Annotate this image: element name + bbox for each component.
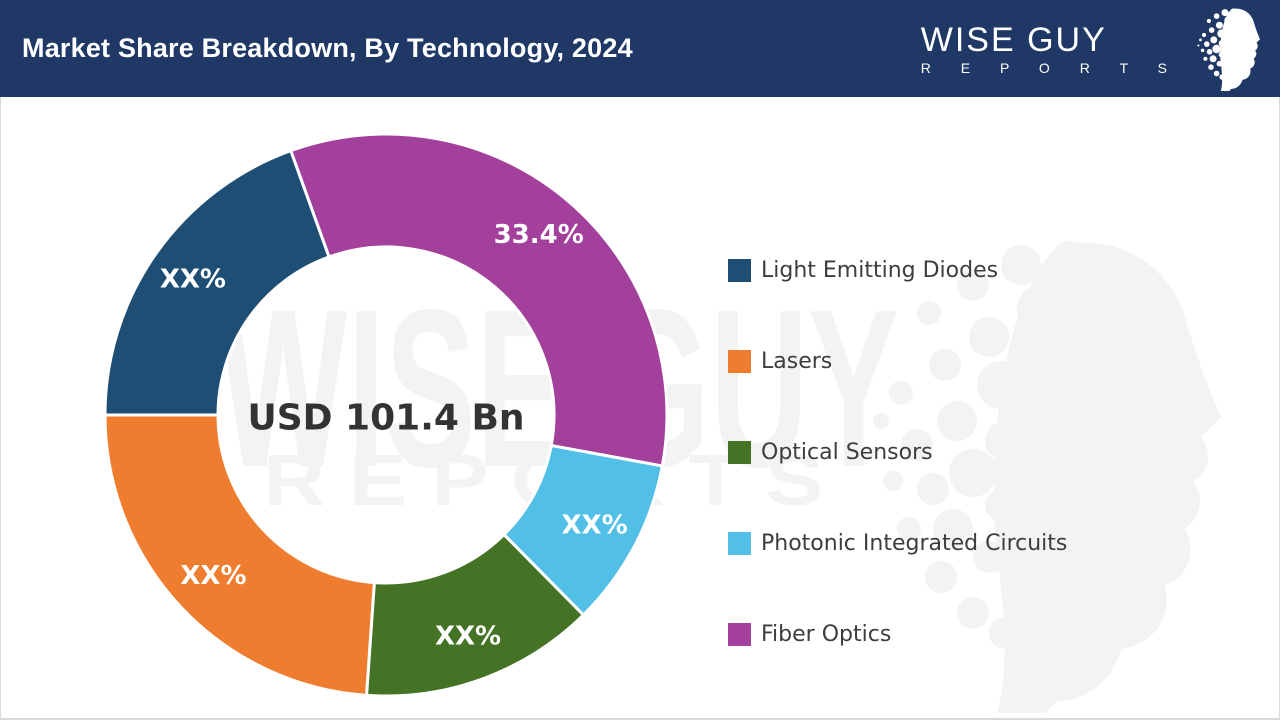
- donut-slice-photonic-integrated-circuits: [502, 443, 664, 617]
- donut-slice-optical-sensors: [365, 533, 585, 698]
- logo-head-icon: [1190, 7, 1260, 91]
- legend-label: Optical Sensors: [761, 440, 933, 465]
- slice-percentage-label: XX%: [160, 264, 226, 294]
- donut-chart: USD 101.4 Bn 33.4% XX% XX% XX% XX%: [103, 132, 669, 698]
- slice-percentage-label: XX%: [435, 621, 501, 651]
- header-bar: Market Share Breakdown, By Technology, 2…: [0, 0, 1280, 97]
- page-title: Market Share Breakdown, By Technology, 2…: [22, 33, 633, 63]
- legend-label: Lasers: [761, 349, 833, 374]
- legend-label: Fiber Optics: [761, 622, 892, 647]
- slice-percentage-label: XX%: [561, 510, 627, 540]
- legend-swatch: [728, 259, 751, 282]
- chart-legend: Light Emitting Diodes Lasers Optical Sen…: [728, 225, 1067, 680]
- legend-item-optical-sensors: Optical Sensors: [728, 407, 1067, 498]
- legend-swatch: [728, 532, 751, 555]
- donut-slice-fiber-optics: [289, 132, 669, 468]
- logo-wordmark: WISE GUY: [920, 20, 1107, 59]
- logo-subtitle: R E P O R T S: [920, 59, 1180, 76]
- legend-label: Light Emitting Diodes: [761, 258, 999, 283]
- chart-card: WISE GUY R E P O R T S USD 101.4 Bn 33.4…: [0, 97, 1280, 720]
- legend-item-lasers: Lasers: [728, 316, 1067, 407]
- wise-guy-reports-logo: WISE GUY R E P O R T S: [921, 7, 1260, 91]
- donut-slice-light-emitting-diodes: [103, 149, 331, 417]
- legend-item-photonic-integrated-circuits: Photonic Integrated Circuits: [728, 498, 1067, 589]
- slice-percentage-label: 33.4%: [494, 220, 584, 250]
- logo-text: WISE GUY R E P O R T S: [921, 23, 1180, 75]
- donut-slice-lasers: [103, 413, 376, 697]
- legend-item-light-emitting-diodes: Light Emitting Diodes: [728, 225, 1067, 316]
- legend-swatch: [728, 350, 751, 373]
- legend-swatch: [728, 623, 751, 646]
- legend-item-fiber-optics: Fiber Optics: [728, 589, 1067, 680]
- chart-center-value: USD 101.4 Bn: [247, 398, 524, 439]
- legend-label: Photonic Integrated Circuits: [761, 531, 1068, 556]
- legend-swatch: [728, 441, 751, 464]
- slice-percentage-label: XX%: [180, 561, 246, 591]
